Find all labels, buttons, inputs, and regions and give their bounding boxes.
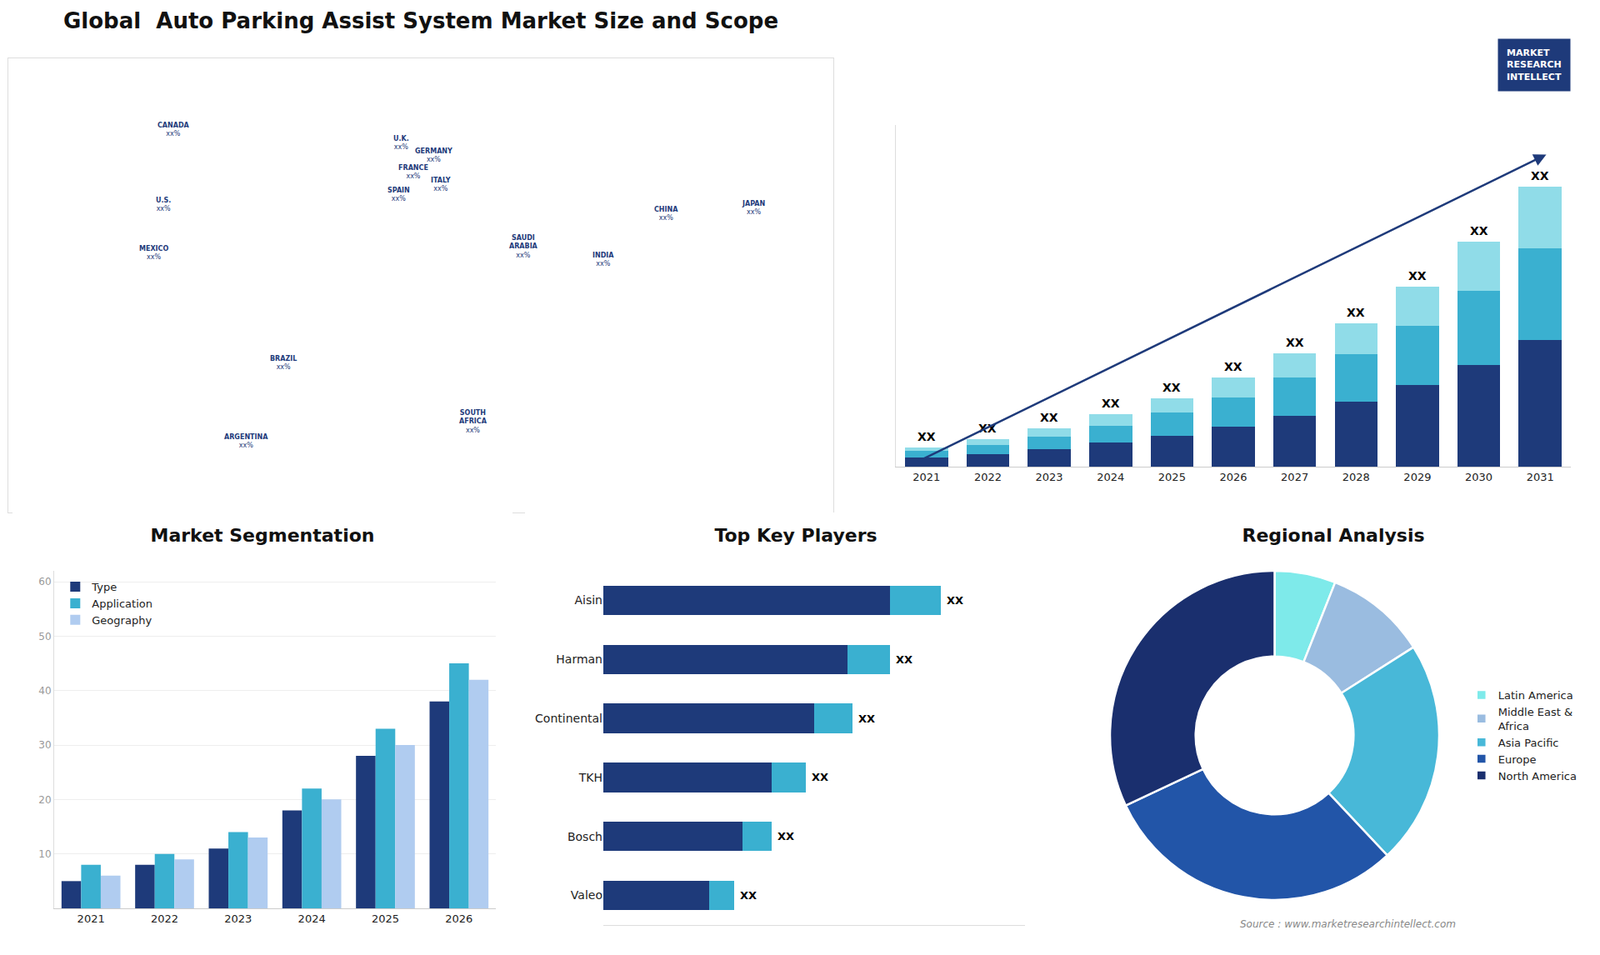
svg-text:2028: 2028 (1342, 470, 1370, 484)
svg-text:Regional Analysis: Regional Analysis (1241, 525, 1425, 546)
svg-text:10: 10 (38, 848, 51, 860)
svg-text:MARKETRESEARCHINTELLECT: MARKETRESEARCHINTELLECT (1506, 47, 1562, 83)
svg-text:INDIAxx%: INDIAxx% (592, 251, 615, 268)
svg-text:XX: XX (777, 830, 795, 843)
svg-text:30: 30 (38, 739, 51, 751)
svg-text:U.S.xx%: U.S.xx% (155, 196, 171, 213)
svg-text:XX: XX (946, 594, 964, 607)
svg-text:Geography: Geography (91, 614, 152, 627)
svg-text:2031: 2031 (1526, 470, 1555, 484)
svg-text:SOUTHAFRICAxx%: SOUTHAFRICAxx% (459, 409, 488, 435)
svg-text:XX: XX (1530, 169, 1550, 183)
svg-text:2023: 2023 (1035, 470, 1064, 484)
svg-text:FRANCExx%: FRANCExx% (398, 164, 429, 180)
svg-text:50: 50 (38, 630, 51, 643)
svg-text:Market Segmentation: Market Segmentation (150, 525, 375, 546)
svg-text:XX: XX (1285, 335, 1305, 350)
svg-text:CHINAxx%: CHINAxx% (654, 205, 679, 222)
svg-text:2022: 2022 (150, 912, 179, 925)
svg-text:Type: Type (90, 580, 117, 594)
svg-text:U.K.xx%: U.K.xx% (393, 135, 410, 151)
svg-text:Valeo: Valeo (570, 888, 603, 902)
svg-text:20: 20 (38, 794, 51, 806)
svg-text:ARGENTINAxx%: ARGENTINAxx% (224, 433, 269, 450)
svg-text:GERMANYxx%: GERMANYxx% (415, 147, 453, 164)
svg-text:XX: XX (978, 421, 997, 435)
svg-text:ITALYxx%: ITALYxx% (430, 176, 451, 193)
svg-text:2030: 2030 (1465, 470, 1493, 484)
svg-text:Top Key Players: Top Key Players (714, 525, 877, 546)
svg-text:2029: 2029 (1403, 470, 1431, 484)
svg-text:2021: 2021 (912, 470, 940, 484)
svg-text:Continental: Continental (535, 711, 603, 725)
svg-text:TKH: TKH (578, 770, 603, 785)
svg-text:XX: XX (1346, 305, 1365, 320)
svg-text:XX: XX (858, 712, 875, 725)
svg-text:Aisin: Aisin (574, 593, 603, 607)
svg-text:2027: 2027 (1280, 470, 1309, 484)
svg-text:XX: XX (1101, 396, 1120, 410)
svg-text:Application: Application (91, 597, 153, 610)
svg-text:XX: XX (917, 430, 936, 444)
svg-text:Asia Pacific: Asia Pacific (1498, 736, 1560, 750)
svg-text:North America: North America (1498, 770, 1577, 783)
svg-text:Middle East &Africa: Middle East &Africa (1498, 705, 1573, 733)
svg-text:2025: 2025 (371, 912, 400, 925)
svg-text:SPAINxx%: SPAINxx% (387, 186, 410, 203)
svg-text:XX: XX (1224, 360, 1243, 374)
svg-text:CANADAxx%: CANADAxx% (157, 121, 190, 138)
svg-text:2021: 2021 (77, 912, 105, 925)
svg-text:40: 40 (38, 685, 51, 697)
svg-text:2026: 2026 (445, 912, 473, 925)
svg-text:2024: 2024 (1096, 470, 1125, 484)
svg-text:2025: 2025 (1158, 470, 1186, 484)
svg-text:XX: XX (895, 653, 913, 666)
svg-text:XX: XX (1040, 410, 1059, 425)
svg-text:2026: 2026 (1219, 470, 1247, 484)
svg-text:SAUDIARABIAxx%: SAUDIARABIAxx% (509, 234, 539, 260)
svg-text:XX: XX (1408, 269, 1427, 283)
svg-text:XX: XX (811, 770, 829, 784)
svg-text:XX: XX (1470, 224, 1489, 238)
svg-text:2024: 2024 (298, 912, 326, 925)
svg-text:2023: 2023 (224, 912, 252, 925)
svg-text:XX: XX (740, 889, 757, 902)
svg-text:BRAZILxx%: BRAZILxx% (270, 355, 297, 371)
svg-text:JAPANxx%: JAPANxx% (741, 200, 765, 216)
svg-text:Source : www.marketresearchint: Source : www.marketresearchintellect.com (1240, 918, 1456, 930)
svg-text:Harman: Harman (555, 652, 603, 666)
svg-text:MEXICOxx%: MEXICOxx% (139, 245, 169, 261)
svg-text:60: 60 (38, 575, 51, 588)
svg-text:Global Auto Parking Assist Sy: Global Auto Parking Assist System Market… (63, 8, 779, 34)
svg-text:Bosch: Bosch (567, 830, 603, 844)
svg-text:Latin America: Latin America (1498, 689, 1574, 702)
svg-text:XX: XX (1162, 380, 1181, 395)
svg-text:Europe: Europe (1498, 753, 1537, 766)
svg-text:2022: 2022 (974, 470, 1002, 484)
